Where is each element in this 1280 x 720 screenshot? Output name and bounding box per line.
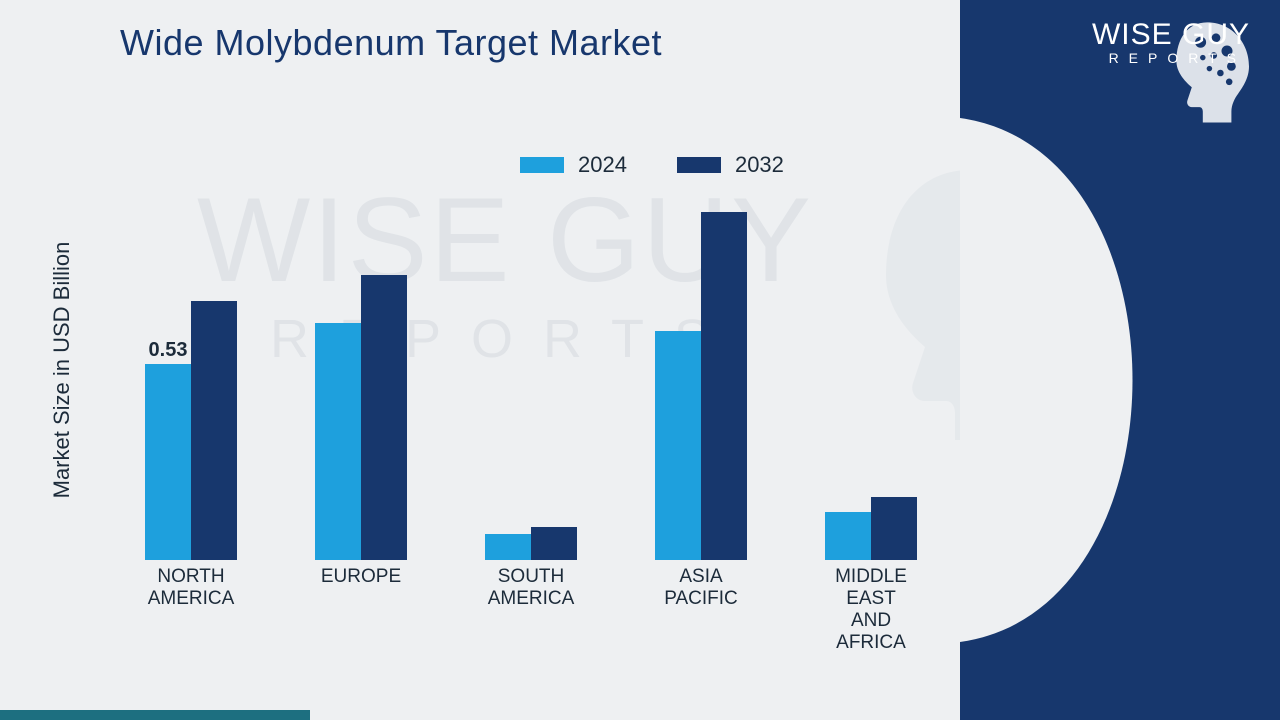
bar bbox=[871, 497, 917, 560]
bar bbox=[531, 527, 577, 560]
bar-value-label: 0.53 bbox=[145, 339, 191, 364]
legend: 2024 2032 bbox=[520, 152, 784, 178]
bar-group bbox=[825, 497, 917, 560]
footer-accent-bar bbox=[0, 710, 310, 720]
legend-swatch-2024 bbox=[520, 157, 564, 173]
x-axis-label: SOUTH AMERICA bbox=[466, 566, 596, 610]
bar bbox=[315, 323, 361, 560]
legend-label-2032: 2032 bbox=[735, 152, 784, 178]
legend-label-2024: 2024 bbox=[578, 152, 627, 178]
x-axis-label: EUROPE bbox=[306, 566, 416, 588]
bar-group bbox=[485, 527, 577, 560]
bar: 0.53 bbox=[145, 364, 191, 560]
legend-item-2024: 2024 bbox=[520, 152, 627, 178]
side-panel: WISE GUY REPORTS bbox=[960, 0, 1280, 720]
legend-item-2032: 2032 bbox=[677, 152, 784, 178]
brand-sub: REPORTS bbox=[1092, 50, 1250, 66]
x-axis-label: MIDDLE EAST AND AFRICA bbox=[811, 566, 931, 653]
y-axis-label: Market Size in USD Billion bbox=[49, 242, 75, 499]
bar-group bbox=[315, 275, 407, 560]
x-axis-label: ASIA PACIFIC bbox=[641, 566, 761, 610]
bar bbox=[361, 275, 407, 560]
bar bbox=[485, 534, 531, 560]
brand-main: WISE GUY bbox=[1092, 18, 1250, 52]
x-axis-label: NORTH AMERICA bbox=[126, 566, 256, 610]
bar bbox=[191, 301, 237, 560]
chart-plot: 0.53 bbox=[115, 190, 945, 560]
bar bbox=[825, 512, 871, 560]
bar bbox=[655, 331, 701, 560]
legend-swatch-2032 bbox=[677, 157, 721, 173]
bar-group: 0.53 bbox=[145, 301, 237, 560]
brand-logo: WISE GUY REPORTS bbox=[1092, 18, 1250, 66]
bar-group bbox=[655, 212, 747, 560]
bar bbox=[701, 212, 747, 560]
chart-title: Wide Molybdenum Target Market bbox=[120, 22, 662, 64]
